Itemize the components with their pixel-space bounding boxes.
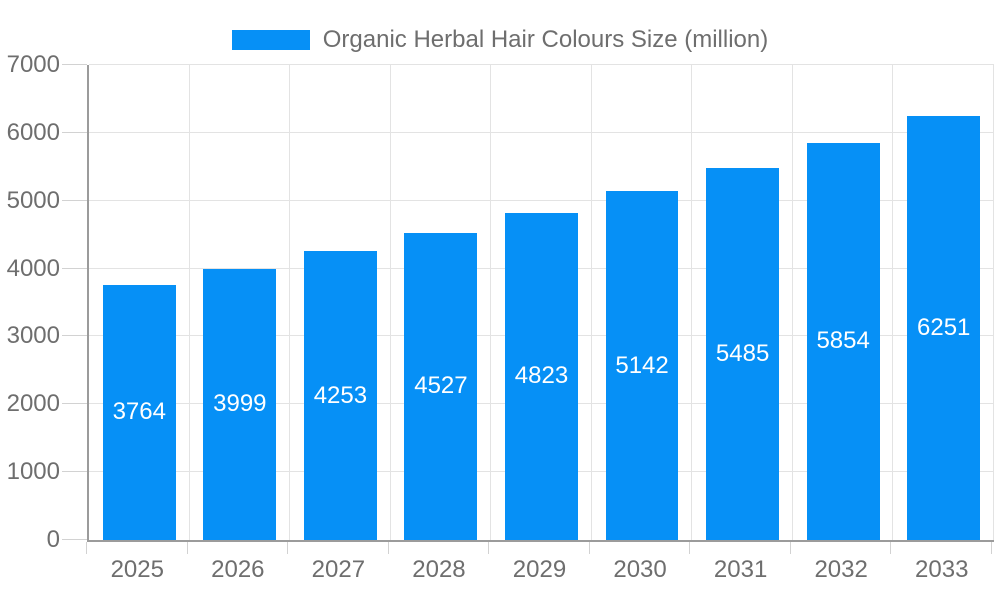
- gridline-horizontal: [89, 131, 994, 133]
- x-axis-tick: [387, 542, 389, 554]
- bar-2032[interactable]: 5854: [806, 142, 880, 540]
- legend-swatch-icon: [231, 30, 310, 50]
- gridline-vertical: [892, 65, 894, 540]
- legend-label: Organic Herbal Hair Colours Size (millio…: [322, 26, 769, 53]
- y-axis-label: 1000: [6, 458, 60, 486]
- gridline-horizontal: [89, 199, 994, 201]
- x-axis-label: 2031: [713, 556, 768, 583]
- bar-2025[interactable]: 3764: [102, 284, 176, 540]
- x-axis-label: 2032: [814, 556, 868, 583]
- x-axis-tick: [186, 542, 188, 554]
- x-axis-tick: [789, 542, 791, 554]
- gridline-vertical: [791, 65, 793, 540]
- y-axis-tick: [62, 267, 87, 269]
- x-axis-label: 2027: [311, 556, 366, 583]
- bar-2030[interactable]: 5142: [605, 191, 679, 540]
- x-axis-tick: [86, 542, 87, 554]
- y-axis-tick: [62, 335, 87, 337]
- x-axis-tick: [890, 542, 892, 554]
- plot-area: 3764 3999 4253 4527 4823 5142 5485 5854 6251: [87, 64, 994, 542]
- y-axis-tick: [62, 471, 87, 473]
- y-axis-label: 5000: [6, 186, 60, 214]
- y-axis-tick: [62, 64, 87, 65]
- gridline-vertical: [389, 65, 391, 540]
- bar-2026[interactable]: 3999: [203, 268, 277, 540]
- gridline-vertical: [691, 65, 693, 540]
- chart-legend: Organic Herbal Hair Colours Size (millio…: [0, 26, 1000, 54]
- y-axis-label: 4000: [6, 254, 60, 282]
- x-axis-tick: [287, 542, 289, 554]
- bar-value-label: 5142: [615, 351, 669, 379]
- bar-2031[interactable]: 5485: [706, 167, 780, 540]
- y-axis-label: 3000: [6, 322, 60, 350]
- y-axis-label: 0: [46, 526, 60, 553]
- x-axis-tick: [991, 542, 992, 554]
- bar-value-label: 3999: [213, 390, 267, 418]
- x-axis-label: 2029: [512, 556, 567, 583]
- legend-item[interactable]: Organic Herbal Hair Colours Size (millio…: [231, 26, 769, 54]
- x-axis-label: 2026: [211, 556, 265, 583]
- x-axis-tick: [588, 542, 590, 554]
- x-axis-tick: [488, 542, 490, 554]
- y-axis-tick: [62, 199, 87, 201]
- x-axis-label: 2030: [613, 556, 667, 583]
- y-axis-tick: [62, 403, 87, 405]
- gridline-vertical: [590, 65, 592, 540]
- bar-value-label: 5485: [715, 339, 770, 367]
- bar-2028[interactable]: 4527: [404, 232, 478, 540]
- y-axis-tick: [62, 539, 87, 540]
- gridline-vertical: [490, 65, 492, 540]
- bar-value-label: 6251: [917, 313, 971, 341]
- bar-value-label: 5854: [816, 327, 870, 355]
- y-axis-label: 6000: [6, 118, 60, 146]
- x-axis-label: 2025: [110, 556, 164, 583]
- x-axis-label: 2028: [412, 556, 466, 583]
- x-axis-tick: [689, 542, 691, 554]
- bar-2027[interactable]: 4253: [303, 251, 377, 540]
- y-axis-label: 2000: [6, 390, 60, 418]
- bar-2033[interactable]: 6251: [907, 115, 981, 540]
- gridline-vertical: [289, 65, 291, 540]
- gridline-horizontal: [89, 64, 994, 65]
- x-axis-label: 2033: [915, 556, 969, 583]
- y-axis-tick: [62, 131, 87, 133]
- bar-value-label: 4823: [514, 362, 569, 390]
- bar-2029[interactable]: 4823: [505, 212, 578, 540]
- gridline-vertical: [993, 65, 994, 540]
- x-axis: 2025 2026 2027 2028 2029 2030 2031 2032 2033: [86, 542, 992, 600]
- bar-value-label: 4527: [414, 372, 468, 400]
- bar-value-label: 3764: [112, 398, 166, 426]
- bar-value-label: 4253: [313, 381, 368, 409]
- y-axis: 0 1000 2000 3000 4000 5000 6000 7000: [0, 53, 87, 552]
- y-axis-label: 7000: [6, 51, 60, 78]
- gridline-vertical: [188, 65, 190, 540]
